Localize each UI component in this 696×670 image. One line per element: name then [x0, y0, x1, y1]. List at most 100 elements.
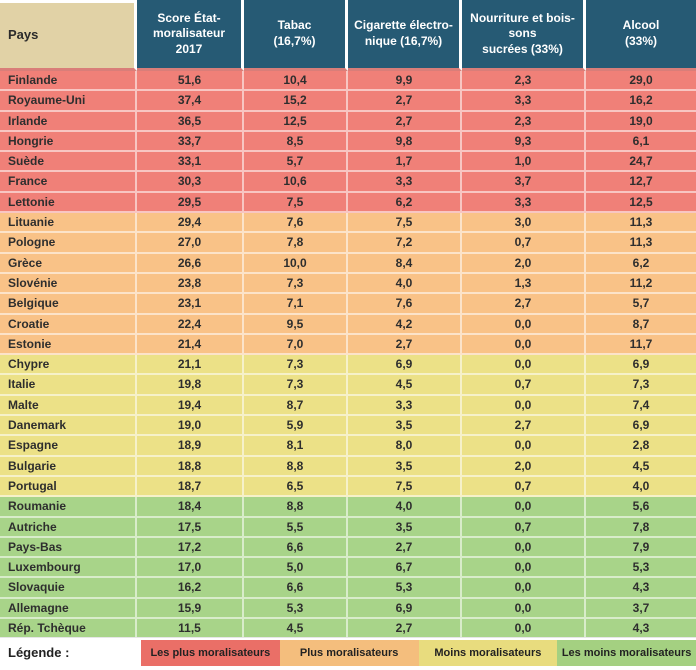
country-cell: Lituanie: [0, 213, 137, 234]
table-row: Pays-Bas 17,2 6,6 2,7 0,0 7,9: [0, 537, 696, 559]
table-row: Bulgarie 18,8 8,8 3,5 2,0 4,5: [0, 456, 696, 477]
score-cell: 18,8: [137, 456, 244, 477]
cigarette-cell: 4,0: [348, 273, 462, 295]
country-cell: Rép. Tchèque: [0, 619, 137, 638]
header-line: Cigarette électro-: [354, 18, 453, 33]
cigarette-cell: 7,2: [348, 233, 462, 254]
tabac-cell: 5,7: [244, 152, 348, 173]
tabac-cell: 6,6: [244, 578, 348, 599]
score-cell: 19,0: [137, 416, 244, 437]
alcool-cell: 11,3: [586, 213, 696, 234]
nourriture-cell: 0,0: [462, 436, 586, 457]
country-cell: Roumanie: [0, 497, 137, 518]
alcool-cell: 5,3: [586, 558, 696, 579]
tabac-cell: 7,3: [244, 375, 348, 396]
header-line: sucrées (33%): [482, 41, 563, 56]
table-row: Lettonie 29,5 7,5 6,2 3,3 12,5: [0, 192, 696, 214]
country-cell: Italie: [0, 375, 137, 396]
score-cell: 17,2: [137, 537, 244, 559]
nourriture-cell: 3,7: [462, 172, 586, 193]
nourriture-cell: 0,7: [462, 375, 586, 396]
table-row: Estonie 21,4 7,0 2,7 0,0 11,7: [0, 334, 696, 356]
alcool-cell: 11,3: [586, 233, 696, 254]
cigarette-cell: 3,5: [348, 456, 462, 477]
table-row: Danemark 19,0 5,9 3,5 2,7 6,9: [0, 416, 696, 437]
country-cell: France: [0, 172, 137, 193]
score-cell: 19,4: [137, 395, 244, 417]
cigarette-cell: 6,9: [348, 598, 462, 620]
tabac-cell: 8,7: [244, 395, 348, 417]
nourriture-cell: 0,0: [462, 395, 586, 417]
alcool-cell: 12,5: [586, 192, 696, 214]
cigarette-cell: 4,2: [348, 314, 462, 335]
cigarette-cell: 2,7: [348, 619, 462, 638]
table-row: Slovaquie 16,2 6,6 5,3 0,0 4,3: [0, 578, 696, 599]
nourriture-cell: 3,0: [462, 213, 586, 234]
table-row: Hongrie 33,7 8,5 9,8 9,3 6,1: [0, 131, 696, 153]
tabac-cell: 8,5: [244, 131, 348, 153]
legend-item-label: Les moins moralisateurs: [561, 646, 692, 659]
score-cell: 22,4: [137, 314, 244, 335]
country-cell: Slovaquie: [0, 578, 137, 599]
nourriture-cell: 0,0: [462, 355, 586, 376]
cigarette-cell: 4,5: [348, 375, 462, 396]
header-line: Score État-: [157, 10, 221, 25]
table-row: Belgique 23,1 7,1 7,6 2,7 5,7: [0, 294, 696, 315]
tabac-cell: 10,6: [244, 172, 348, 193]
table-row: Croatie 22,4 9,5 4,2 0,0 8,7: [0, 314, 696, 335]
table-row: Italie 19,8 7,3 4,5 0,7 7,3: [0, 375, 696, 396]
column-header-tabac: Tabac (16,7%): [244, 0, 348, 71]
alcool-cell: 6,1: [586, 131, 696, 153]
score-cell: 33,1: [137, 152, 244, 173]
country-cell: Pologne: [0, 233, 137, 254]
legend-item-label: Les plus moralisateurs: [150, 646, 271, 659]
country-cell: Irlande: [0, 111, 137, 132]
score-cell: 18,9: [137, 436, 244, 457]
column-header-alcool: Alcool (33%): [586, 0, 696, 71]
country-cell: Belgique: [0, 294, 137, 315]
score-cell: 30,3: [137, 172, 244, 193]
table-row: Suède 33,1 5,7 1,7 1,0 24,7: [0, 152, 696, 173]
score-cell: 19,8: [137, 375, 244, 396]
nourriture-cell: 2,7: [462, 294, 586, 315]
alcool-cell: 5,7: [586, 294, 696, 315]
tabac-cell: 5,5: [244, 517, 348, 538]
nourriture-cell: 2,3: [462, 71, 586, 92]
legend-item: Moins moralisateurs: [418, 639, 558, 666]
country-cell: Portugal: [0, 476, 137, 498]
cigarette-cell: 7,5: [348, 476, 462, 498]
score-cell: 27,0: [137, 233, 244, 254]
header-line: Pays: [8, 27, 39, 43]
score-cell: 21,4: [137, 334, 244, 356]
alcool-cell: 2,8: [586, 436, 696, 457]
tabac-cell: 9,5: [244, 314, 348, 335]
alcool-cell: 6,9: [586, 416, 696, 437]
header-line: (33%): [624, 34, 657, 48]
cigarette-cell: 8,0: [348, 436, 462, 457]
table-body: Finlande 51,6 10,4 9,9 2,3 29,0 Royaume-…: [0, 71, 696, 638]
nourriture-cell: 0,0: [462, 578, 586, 599]
header-line: Tabac: [277, 18, 312, 33]
country-cell: Autriche: [0, 517, 137, 538]
table-row: Finlande 51,6 10,4 9,9 2,3 29,0: [0, 71, 696, 92]
alcool-cell: 3,7: [586, 598, 696, 620]
cigarette-cell: 9,9: [348, 71, 462, 92]
tabac-cell: 10,0: [244, 253, 348, 274]
tabac-cell: 4,5: [244, 619, 348, 638]
alcool-cell: 7,9: [586, 537, 696, 559]
legend-item: Les plus moralisateurs: [141, 639, 280, 666]
score-cell: 29,5: [137, 192, 244, 214]
tabac-cell: 5,9: [244, 416, 348, 437]
nourriture-cell: 0,7: [462, 476, 586, 498]
score-cell: 33,7: [137, 131, 244, 153]
score-cell: 23,1: [137, 294, 244, 315]
alcool-cell: 11,7: [586, 334, 696, 356]
table-row: Allemagne 15,9 5,3 6,9 0,0 3,7: [0, 598, 696, 620]
tabac-cell: 6,5: [244, 476, 348, 498]
score-cell: 23,8: [137, 273, 244, 295]
alcool-cell: 4,3: [586, 578, 696, 599]
column-header-score: Score État- moralisateur 2017: [137, 0, 244, 71]
nourriture-cell: 2,0: [462, 456, 586, 477]
score-cell: 37,4: [137, 91, 244, 112]
